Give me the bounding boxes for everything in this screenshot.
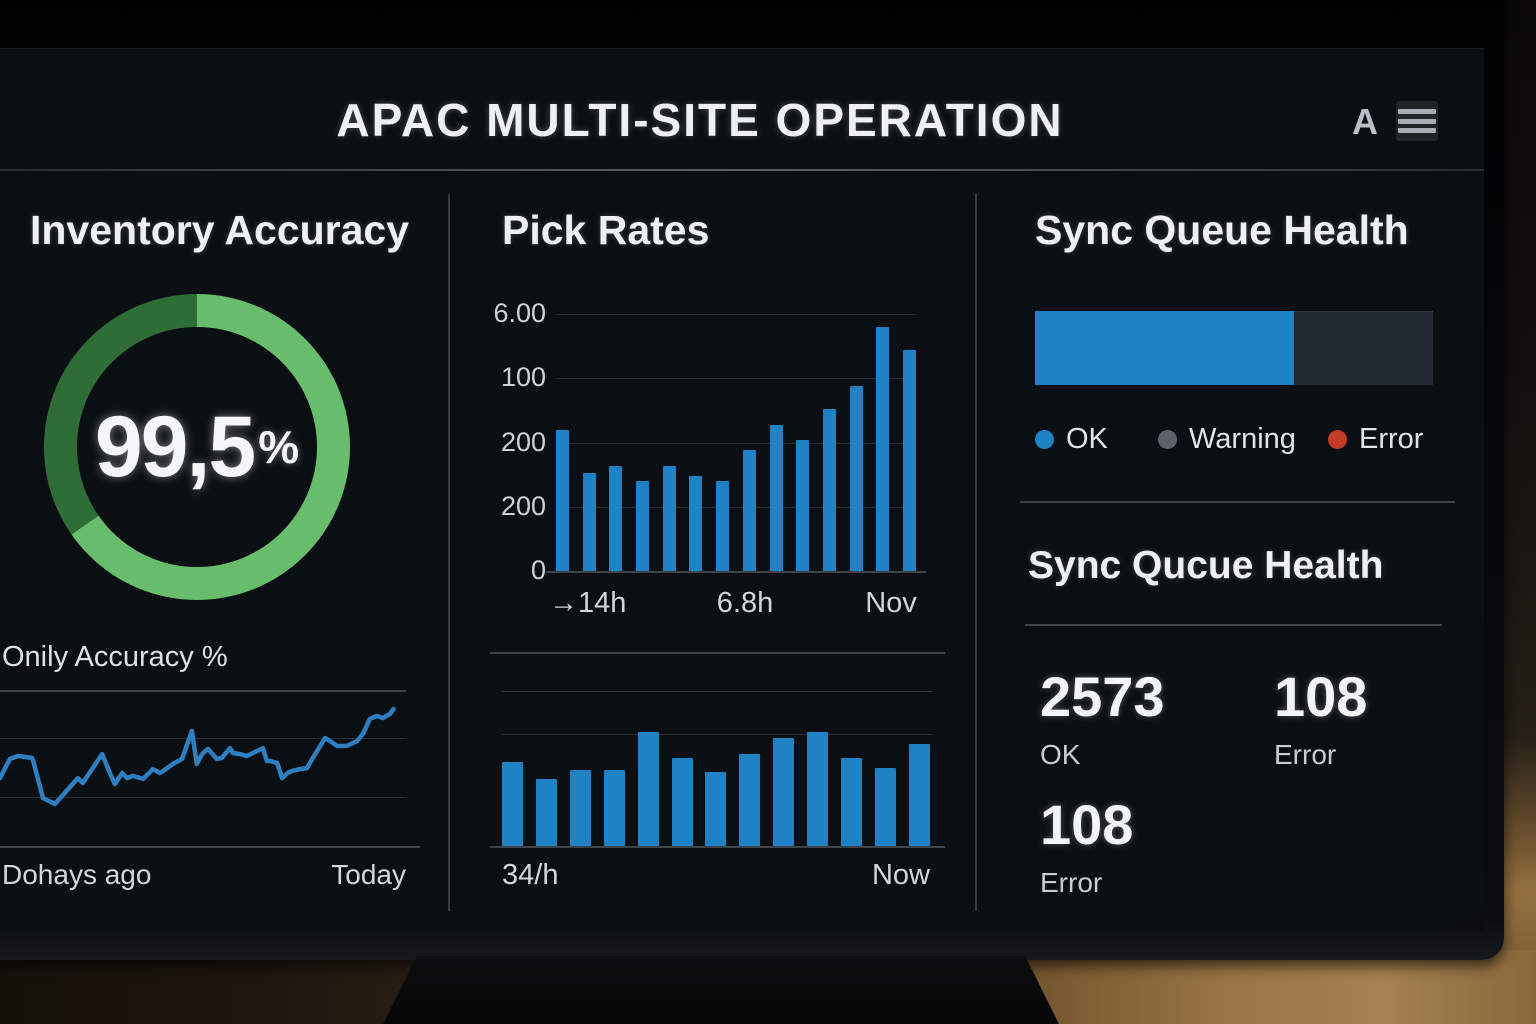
menu-bar <box>1398 118 1436 124</box>
sync-stats-title: Sync Qucue Health <box>1028 544 1384 587</box>
legend-item-error[interactable]: Error <box>1328 422 1424 455</box>
section-divider <box>1020 501 1455 503</box>
menu-bar <box>1398 128 1436 134</box>
bar <box>773 738 795 846</box>
bar <box>569 769 591 846</box>
bar <box>609 465 623 571</box>
monitor-stand <box>383 956 1059 1024</box>
stat-ok: 2573 OK <box>1040 669 1165 771</box>
page-title: APAC MULTI-SITE OPERATION <box>336 94 1064 146</box>
profile-letter-button[interactable]: A <box>1352 101 1378 142</box>
warning-status-dot-icon <box>1158 429 1177 449</box>
menu-bar <box>1398 108 1436 114</box>
dashboard-screen: APAC MULTI-SITE OPERATION A Inventory Ac… <box>0 48 1484 931</box>
gridline <box>502 691 932 692</box>
trend-x-right: Today <box>331 859 406 890</box>
stat-value: 108 <box>1040 793 1134 856</box>
bar <box>637 732 659 846</box>
bar <box>796 439 810 571</box>
stat-value: 2573 <box>1040 665 1165 728</box>
gauge-value: 99,5 <box>94 398 256 495</box>
stat-error: 108 Error <box>1274 669 1367 771</box>
sync-progress-track <box>1035 311 1433 385</box>
recent-baseline <box>490 846 945 848</box>
legend-label: Warning <box>1189 422 1296 455</box>
y-tick: 200 <box>500 491 546 521</box>
gridline <box>556 443 916 444</box>
trend-gridline <box>0 738 406 739</box>
trend-gridline <box>0 797 406 798</box>
bar <box>662 465 676 571</box>
x-tick: →14h <box>549 587 627 619</box>
bar <box>742 450 756 571</box>
y-tick: 0 <box>530 555 546 585</box>
hourly-baseline <box>546 571 926 573</box>
panel-divider-left <box>448 194 450 911</box>
bar <box>841 757 863 846</box>
bar <box>603 769 625 846</box>
stat-label: Error <box>1040 867 1103 898</box>
inventory-accuracy-title: Inventory Accuracy <box>30 207 410 253</box>
section-divider <box>490 652 945 654</box>
recent-x-left: 34/h <box>502 859 559 891</box>
panel-divider-right <box>975 194 977 911</box>
bar <box>556 429 569 571</box>
gauge-center: 99,5 % <box>77 327 317 567</box>
y-tick: 200 <box>500 427 546 457</box>
ok-status-dot-icon <box>1035 429 1054 449</box>
bar <box>769 424 783 571</box>
bar <box>535 779 557 846</box>
bar <box>502 761 523 846</box>
bar <box>705 771 727 846</box>
trend-top-line <box>0 690 406 692</box>
stat-label: Error <box>1274 739 1337 770</box>
bar <box>671 757 693 846</box>
gridline <box>502 734 932 735</box>
bar <box>739 753 761 846</box>
accuracy-gauge-donut: 99,5 % <box>44 294 350 600</box>
legend-item-ok[interactable]: OK <box>1035 422 1108 455</box>
bar <box>908 744 930 846</box>
sync-progress-fill <box>1035 311 1294 385</box>
x-tick: Nov <box>865 587 917 619</box>
trend-chart-label: Onily Accuracy % <box>2 641 228 673</box>
section-divider <box>1025 624 1442 626</box>
gridline <box>556 378 916 379</box>
gridline <box>556 314 916 315</box>
trend-x-left: Dohays ago <box>2 859 152 890</box>
bar <box>902 349 916 571</box>
bar <box>636 481 650 571</box>
bar <box>849 385 863 571</box>
header-divider <box>0 169 1484 171</box>
bar <box>876 326 890 571</box>
accuracy-trend-sparkline <box>0 706 396 807</box>
accuracy-trend-line <box>0 706 396 807</box>
hamburger-menu-icon[interactable] <box>1396 101 1438 141</box>
stat-error-2: 108 Error <box>1040 797 1133 899</box>
sync-queue-health-title: Sync Queue Health <box>1035 207 1409 253</box>
legend-label: Error <box>1359 422 1424 455</box>
gauge-unit: % <box>258 421 300 473</box>
monitor-bezel: APAC MULTI-SITE OPERATION A Inventory Ac… <box>0 0 1504 960</box>
bar <box>716 481 730 571</box>
gridline <box>556 507 916 508</box>
pick-rates-hourly-bars <box>556 314 916 571</box>
recent-x-right: Now <box>871 859 930 891</box>
stat-value: 108 <box>1274 665 1368 728</box>
pick-rates-title: Pick Rates <box>502 207 710 253</box>
bar <box>807 732 829 846</box>
y-tick: 6.00 <box>493 298 546 328</box>
y-tick: 100 <box>500 362 546 392</box>
x-tick: 6.8h <box>716 587 774 619</box>
bar <box>874 767 896 846</box>
error-status-dot-icon <box>1328 429 1347 449</box>
pick-rates-recent-bars <box>502 650 930 846</box>
trend-axis-line <box>0 846 420 848</box>
bar <box>582 473 596 571</box>
legend-item-warning[interactable]: Warning <box>1158 422 1296 455</box>
legend-label: OK <box>1066 422 1108 455</box>
bar <box>689 475 703 571</box>
bar <box>822 409 836 571</box>
stat-label: OK <box>1040 739 1081 770</box>
